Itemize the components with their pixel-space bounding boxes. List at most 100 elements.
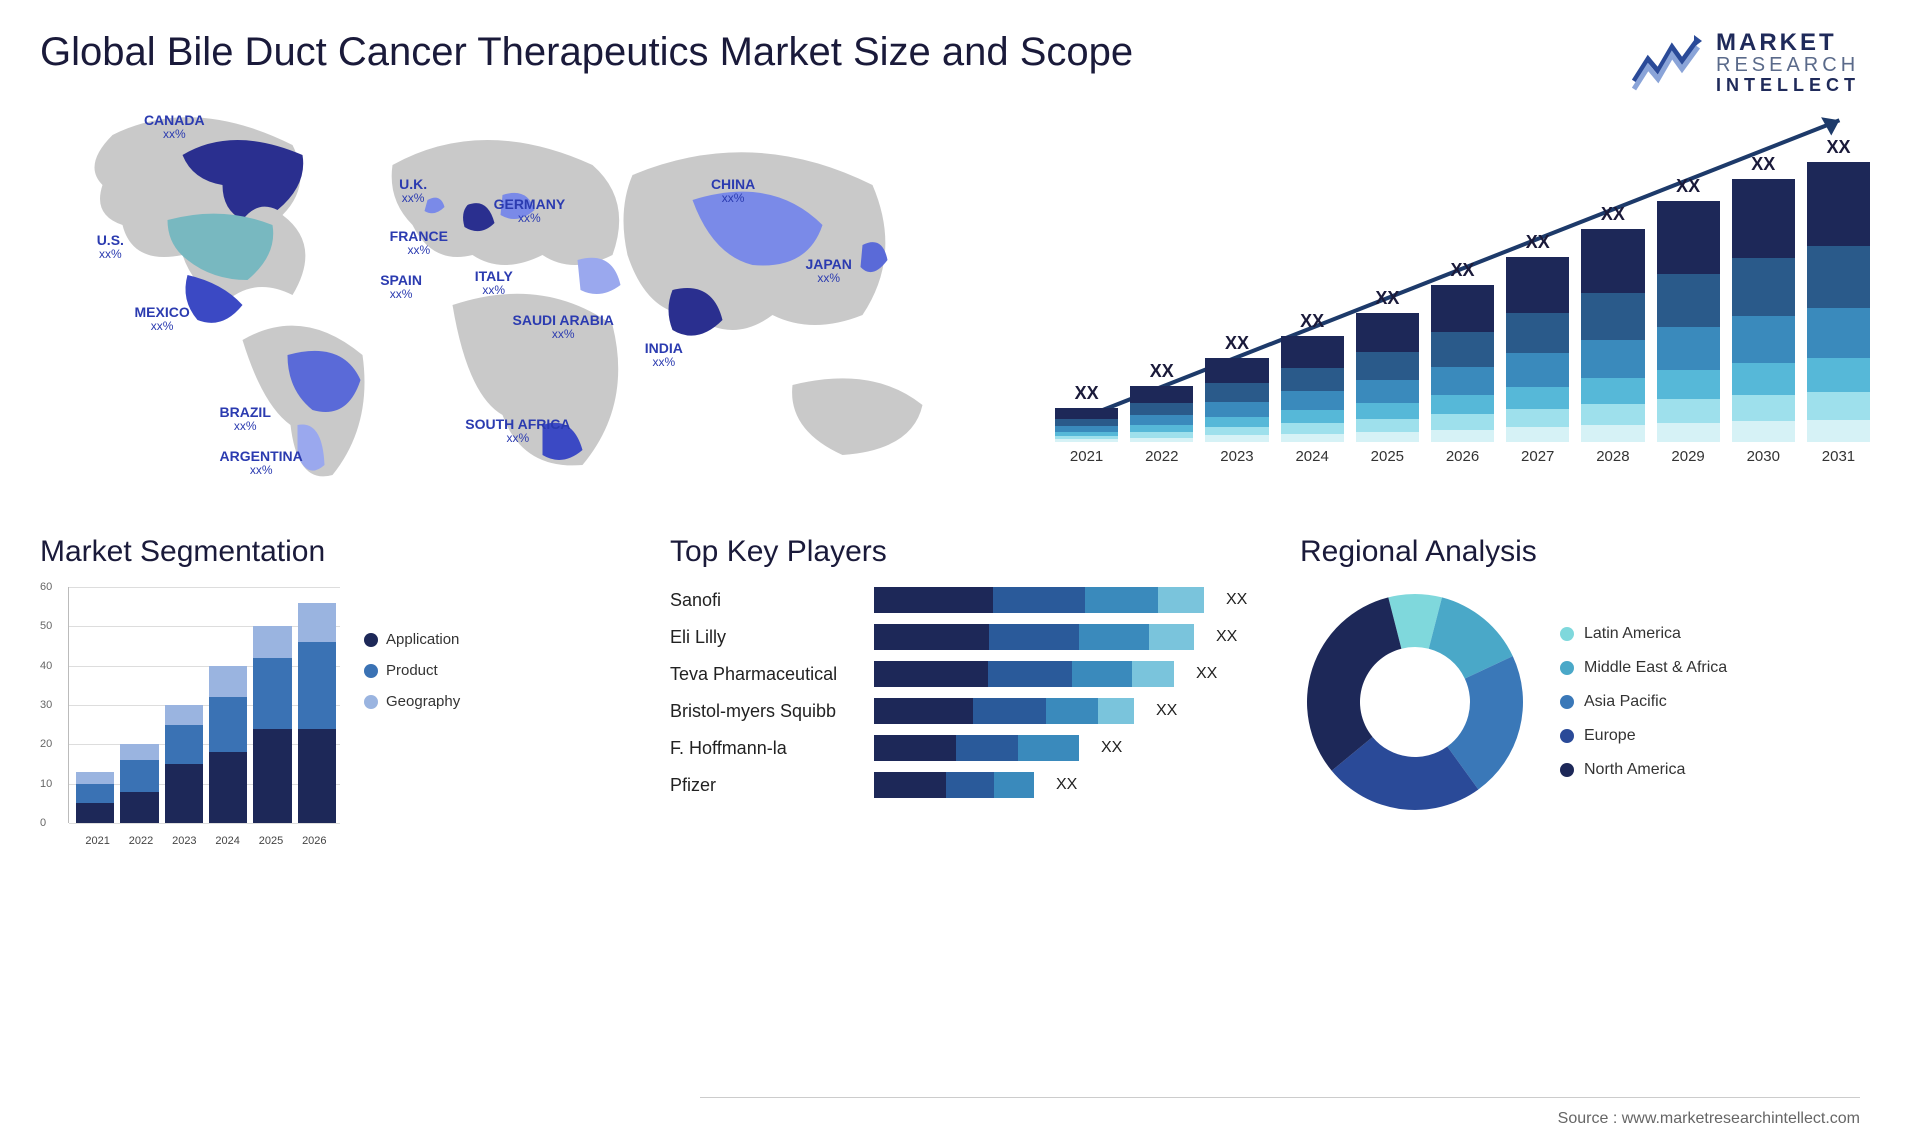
brand-logo: MARKET RESEARCH INTELLECT xyxy=(1632,30,1860,95)
player-value: XX xyxy=(1101,739,1122,757)
player-value: XX xyxy=(1226,591,1247,609)
legend-item: Europe xyxy=(1560,727,1727,745)
country-label: CANADAxx% xyxy=(144,113,205,142)
country-label: SOUTH AFRICAxx% xyxy=(465,417,570,446)
player-value: XX xyxy=(1196,665,1217,683)
country-label: SPAINxx% xyxy=(380,273,422,302)
logo-line-1: MARKET xyxy=(1716,30,1860,55)
y-tick-label: 10 xyxy=(40,778,52,790)
forecast-bar: XX 2027 xyxy=(1506,232,1569,465)
segmentation-legend: Application Product Geography xyxy=(364,587,460,847)
bar-year-label: 2027 xyxy=(1521,448,1554,465)
key-player-row: Eli Lilly XX xyxy=(670,624,1250,650)
player-name: F. Hoffmann-la xyxy=(670,738,860,759)
bar-year-label: 2023 xyxy=(1220,448,1253,465)
legend-swatch xyxy=(364,633,378,647)
bar-top-label: XX xyxy=(1375,288,1399,309)
legend-label: Product xyxy=(386,662,438,679)
segmentation-title: Market Segmentation xyxy=(40,535,620,569)
source-text: Source : www.marketresearchintellect.com xyxy=(1558,1110,1860,1128)
player-value: XX xyxy=(1216,628,1237,646)
key-players-panel: Top Key Players SanofiXXEli LillyXXTeva … xyxy=(670,535,1250,847)
forecast-bar: XX 2024 xyxy=(1281,311,1344,465)
y-tick-label: 20 xyxy=(40,738,52,750)
country-label: SAUDI ARABIAxx% xyxy=(513,313,614,342)
legend-item: Asia Pacific xyxy=(1560,693,1727,711)
legend-label: Asia Pacific xyxy=(1584,693,1667,711)
forecast-bar: XX 2031 xyxy=(1807,137,1870,465)
seg-bar xyxy=(298,603,336,823)
seg-bar xyxy=(209,666,247,823)
bar-year-label: 2029 xyxy=(1671,448,1704,465)
seg-bar xyxy=(120,744,158,823)
bar-top-label: XX xyxy=(1526,232,1550,253)
forecast-bar: XX2023 xyxy=(1205,333,1268,465)
player-bar xyxy=(874,772,1034,798)
legend-item: North America xyxy=(1560,761,1727,779)
key-player-row: Pfizer XX xyxy=(670,772,1250,798)
legend-label: Geography xyxy=(386,693,460,710)
legend-label: Europe xyxy=(1584,727,1636,745)
regional-title: Regional Analysis xyxy=(1300,535,1880,569)
player-bar xyxy=(874,661,1174,687)
bar-top-label: XX xyxy=(1300,311,1324,332)
key-player-row: SanofiXX xyxy=(670,587,1250,613)
forecast-chart-panel: XX2021XX2022XX2023XX2024XX2025XX2026XX20… xyxy=(1025,105,1880,505)
x-tick-label: 2023 xyxy=(163,835,206,847)
y-tick-label: 60 xyxy=(40,581,52,593)
y-tick-label: 40 xyxy=(40,660,52,672)
player-name: Eli Lilly xyxy=(670,627,860,648)
forecast-bar: XX2025 xyxy=(1356,288,1419,465)
bar-year-label: 2024 xyxy=(1295,448,1328,465)
bar-top-label: XX xyxy=(1601,204,1625,225)
bar-top-label: XX xyxy=(1451,260,1475,281)
country-label: GERMANYxx% xyxy=(494,197,566,226)
player-bar xyxy=(874,587,1204,613)
player-value: XX xyxy=(1056,776,1077,794)
legend-item: Product xyxy=(364,662,460,679)
player-name: Teva Pharmaceutical xyxy=(670,664,860,685)
segmentation-panel: Market Segmentation 01020304050602021202… xyxy=(40,535,620,847)
page-title: Global Bile Duct Cancer Therapeutics Mar… xyxy=(40,30,1133,75)
forecast-bar: XX 2029 xyxy=(1657,176,1720,465)
legend-swatch xyxy=(1560,627,1574,641)
legend-label: Latin America xyxy=(1584,625,1681,643)
country-label: U.K.xx% xyxy=(399,177,427,206)
country-label: BRAZILxx% xyxy=(220,405,271,434)
bar-year-label: 2021 xyxy=(1070,448,1103,465)
bar-year-label: 2028 xyxy=(1596,448,1629,465)
x-tick-label: 2021 xyxy=(76,835,119,847)
forecast-bar: XX 2028 xyxy=(1581,204,1644,465)
player-bar xyxy=(874,735,1079,761)
regional-legend: Latin America Middle East & Africa Asia Pa… xyxy=(1560,609,1727,795)
legend-label: Middle East & Africa xyxy=(1584,659,1727,677)
forecast-bar: XX 2021 xyxy=(1055,383,1118,465)
country-label: MEXICOxx% xyxy=(135,305,190,334)
bar-top-label: XX xyxy=(1826,137,1850,158)
bar-top-label: XX xyxy=(1676,176,1700,197)
bar-top-label: XX xyxy=(1751,154,1775,175)
legend-item: Application xyxy=(364,631,460,648)
x-tick-label: 2022 xyxy=(119,835,162,847)
legend-label: Application xyxy=(386,631,459,648)
logo-line-2: RESEARCH xyxy=(1716,55,1860,76)
y-tick-label: 50 xyxy=(40,620,52,632)
bar-top-label: XX xyxy=(1075,383,1099,404)
y-tick-label: 0 xyxy=(40,817,46,829)
legend-label: North America xyxy=(1584,761,1685,779)
legend-swatch xyxy=(364,664,378,678)
player-name: Pfizer xyxy=(670,775,860,796)
x-tick-label: 2026 xyxy=(293,835,336,847)
bar-year-label: 2031 xyxy=(1822,448,1855,465)
country-label: CHINAxx% xyxy=(711,177,755,206)
bar-year-label: 2026 xyxy=(1446,448,1479,465)
seg-bar xyxy=(253,626,291,823)
bar-year-label: 2022 xyxy=(1145,448,1178,465)
legend-swatch xyxy=(1560,763,1574,777)
legend-item: Latin America xyxy=(1560,625,1727,643)
legend-swatch xyxy=(1560,695,1574,709)
x-tick-label: 2025 xyxy=(249,835,292,847)
logo-line-3: INTELLECT xyxy=(1716,76,1860,95)
legend-swatch xyxy=(1560,661,1574,675)
seg-bar xyxy=(165,705,203,823)
